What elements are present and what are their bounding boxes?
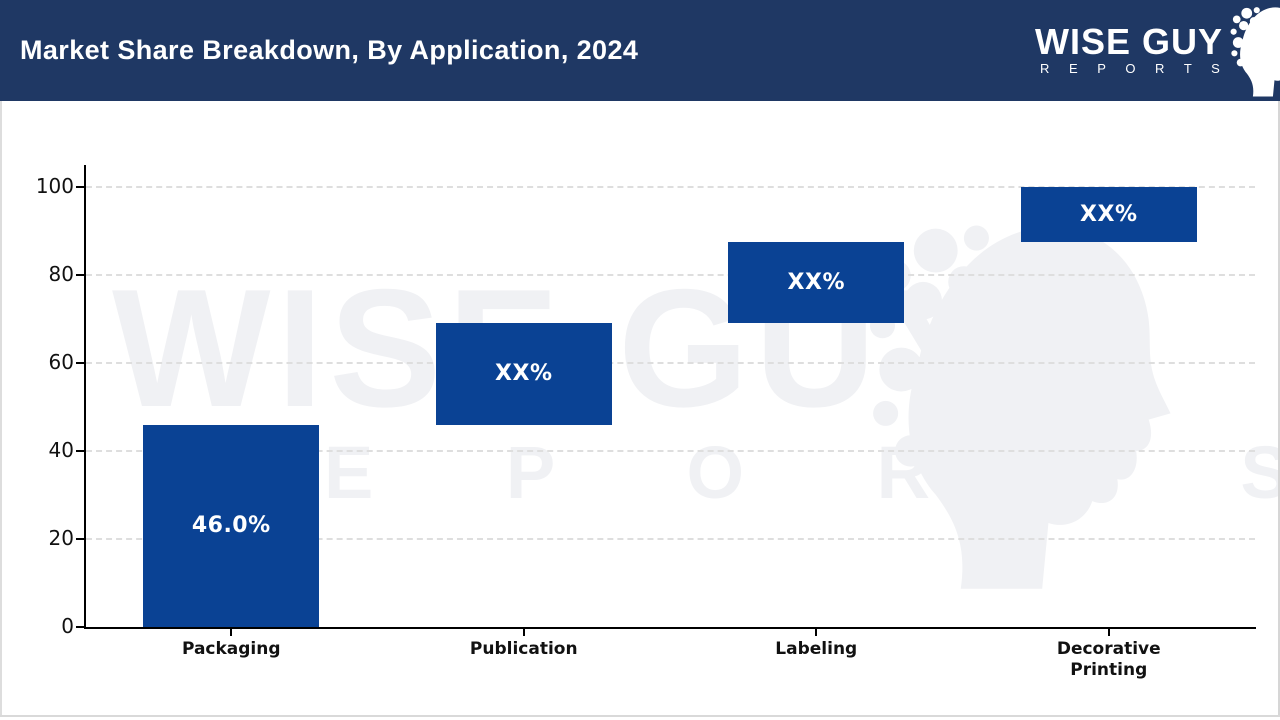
x-tick-mark-publication	[522, 629, 525, 636]
y-tick-label-80: 80	[48, 262, 74, 286]
bar-value-label-decorative-printing: XX%	[1080, 202, 1138, 227]
y-tick-mark-60	[76, 362, 84, 364]
logo-subtext: R E P O R T S	[1040, 61, 1228, 76]
y-tick-mark-20	[76, 538, 84, 540]
x-tick-mark-decorative-printing	[1107, 629, 1110, 636]
gridline-60	[86, 362, 1255, 364]
bar-value-label-labeling: XX%	[787, 270, 845, 296]
bar-labeling: XX%	[728, 242, 905, 324]
bar-value-label-packaging: 46.0%	[191, 513, 271, 539]
y-tick-label-60: 60	[48, 350, 74, 374]
gridline-100	[86, 186, 1255, 188]
page-title: Market Share Breakdown, By Application, …	[20, 35, 639, 65]
y-axis-line	[84, 165, 86, 629]
x-axis-label-decorative-printing: Decorative Printing	[1056, 639, 1161, 680]
x-tick-mark-labeling	[815, 629, 818, 636]
y-tick-mark-100	[76, 186, 84, 188]
y-tick-label-100: 100	[35, 174, 74, 198]
logo-wordmark: WISE GUY	[1035, 21, 1224, 62]
bar-packaging: 46.0%	[143, 424, 320, 627]
footer-rule	[0, 715, 1280, 717]
wise-guy-reports-logo: WISE GUY R E P O R T S	[1035, 0, 1280, 101]
y-tick-mark-80	[76, 274, 84, 276]
gridline-80	[86, 274, 1255, 276]
y-tick-label-40: 40	[48, 438, 74, 462]
gridline-20	[86, 538, 1255, 540]
x-axis-label-packaging: Packaging	[181, 639, 281, 659]
y-tick-label-0: 0	[61, 614, 74, 638]
gridline-40	[86, 450, 1255, 452]
y-tick-mark-0	[76, 626, 84, 628]
x-axis-label-publication: Publication	[469, 639, 578, 659]
bar-value-label-publication: XX%	[495, 361, 553, 387]
x-axis-label-labeling: Labeling	[775, 639, 858, 659]
bar-decorative-printing: XX%	[1020, 187, 1197, 242]
bar-publication: XX%	[435, 323, 612, 425]
y-tick-mark-40	[76, 450, 84, 452]
x-tick-mark-packaging	[230, 629, 233, 636]
x-axis-line	[84, 627, 1256, 629]
header-bar: Market Share Breakdown, By Application, …	[0, 0, 1280, 101]
logo-head-icon	[1227, 4, 1280, 98]
y-tick-label-20: 20	[48, 526, 74, 550]
